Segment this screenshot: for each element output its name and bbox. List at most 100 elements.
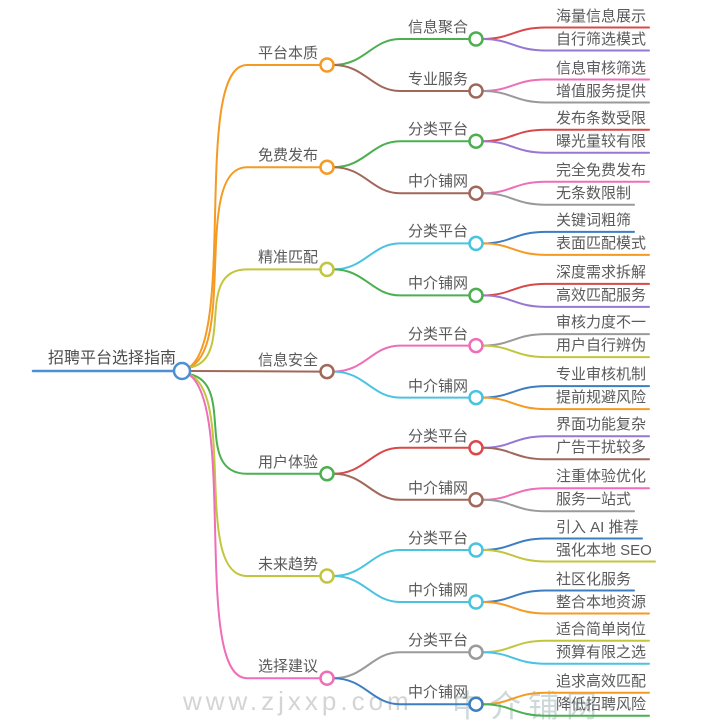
leaf-label[interactable]: 自行筛选模式 bbox=[556, 30, 647, 48]
sub-branch-label[interactable]: 分类平台 bbox=[408, 325, 469, 343]
sub-branch-label[interactable]: 中介铺网 bbox=[408, 377, 469, 395]
leaf-label[interactable]: 适合简单岗位 bbox=[556, 620, 647, 638]
leaf-label[interactable]: 专业审核机制 bbox=[556, 366, 647, 384]
leaf-label[interactable]: 注重体验优化 bbox=[556, 468, 647, 486]
node-circle[interactable] bbox=[319, 363, 335, 380]
leaf-label[interactable]: 广告干扰较多 bbox=[556, 439, 647, 457]
sub-branch-label[interactable]: 分类平台 bbox=[408, 427, 469, 445]
node-circle[interactable] bbox=[468, 235, 484, 252]
leaf-label[interactable]: 海量信息展示 bbox=[556, 7, 647, 25]
sub-branch-label[interactable]: 中介铺网 bbox=[408, 479, 469, 497]
leaf-label[interactable]: 界面功能复杂 bbox=[556, 416, 647, 434]
leaf-label[interactable]: 审核力度不一 bbox=[556, 314, 647, 332]
sub-branch-label[interactable]: 信息聚合 bbox=[408, 19, 469, 36]
sub-branch-line bbox=[332, 64, 471, 92]
leaf-label[interactable]: 高效匹配服务 bbox=[556, 286, 647, 304]
leaf-label[interactable]: 完全免费发布 bbox=[556, 161, 647, 179]
leaf-label[interactable]: 关键词粗筛 bbox=[556, 211, 632, 229]
sub-branch-label[interactable]: 中介铺网 bbox=[408, 275, 469, 293]
sub-branch-line bbox=[332, 446, 471, 475]
node-circle[interactable] bbox=[468, 133, 484, 149]
sub-branch-line bbox=[332, 166, 471, 195]
node-circle[interactable] bbox=[319, 261, 335, 278]
branch-label[interactable]: 信息安全 bbox=[258, 351, 319, 369]
branch-line bbox=[187, 268, 322, 369]
node-circle[interactable] bbox=[468, 337, 484, 354]
sub-branch-line bbox=[332, 549, 471, 577]
leaf-label[interactable]: 深度需求拆解 bbox=[556, 263, 647, 281]
node-circle[interactable] bbox=[468, 440, 484, 456]
node-circle[interactable] bbox=[319, 670, 335, 686]
leaf-label[interactable]: 整合本地资源 bbox=[556, 593, 647, 611]
node-circle[interactable] bbox=[319, 466, 335, 482]
sub-branch-label[interactable]: 中介铺网 bbox=[408, 582, 469, 599]
sub-branch-line bbox=[332, 268, 471, 297]
leaf-label[interactable]: 社区化服务 bbox=[556, 570, 632, 588]
root-node-label[interactable]: 招聘平台选择指南 bbox=[47, 350, 176, 367]
leaf-label[interactable]: 追求高效匹配 bbox=[556, 672, 647, 690]
node-circle[interactable] bbox=[468, 542, 484, 558]
leaf-label[interactable]: 曝光量较有限 bbox=[556, 132, 647, 150]
sub-branch-line bbox=[332, 472, 471, 501]
leaf-label[interactable]: 服务一站式 bbox=[556, 491, 632, 509]
node-circle[interactable] bbox=[468, 287, 484, 304]
branch-label[interactable]: 平台本质 bbox=[258, 45, 319, 62]
leaf-label[interactable]: 信息审核筛选 bbox=[556, 59, 647, 77]
leaf-underline bbox=[481, 703, 650, 717]
branch-label[interactable]: 选择建议 bbox=[258, 658, 319, 676]
branch-label[interactable]: 免费发布 bbox=[258, 147, 319, 165]
watermark-url: www.zjxxp.com bbox=[183, 686, 413, 716]
node-circle[interactable] bbox=[468, 492, 484, 508]
leaf-underline bbox=[481, 344, 650, 359]
sub-branch-line bbox=[332, 651, 471, 680]
leaf-label[interactable]: 引入 AI 推荐 bbox=[556, 518, 639, 536]
node-circle[interactable] bbox=[468, 594, 484, 610]
sub-branch-label[interactable]: 分类平台 bbox=[408, 530, 469, 547]
leaf-underline bbox=[481, 242, 650, 256]
node-circle[interactable] bbox=[468, 696, 484, 712]
leaf-label[interactable]: 提前规避风险 bbox=[556, 389, 647, 407]
leaf-underline bbox=[481, 140, 650, 154]
branch-label[interactable]: 精准匹配 bbox=[258, 249, 319, 267]
leaf-label[interactable]: 强化本地 SEO bbox=[556, 541, 652, 559]
sub-branch-line bbox=[332, 344, 471, 373]
leaf-label[interactable]: 降低招聘风险 bbox=[556, 695, 647, 713]
node-circle[interactable] bbox=[319, 568, 335, 584]
branch-label[interactable]: 用户体验 bbox=[258, 453, 319, 471]
node-circle[interactable] bbox=[468, 389, 484, 406]
leaf-label[interactable]: 表面匹配模式 bbox=[556, 234, 647, 252]
node-circle[interactable] bbox=[468, 185, 484, 201]
sub-branch-label[interactable]: 分类平台 bbox=[408, 121, 469, 139]
node-circle[interactable] bbox=[468, 644, 484, 660]
node-circle[interactable] bbox=[468, 31, 484, 47]
leaf-underline bbox=[481, 446, 650, 461]
node-circle[interactable] bbox=[319, 57, 335, 73]
sub-branch-label[interactable]: 专业服务 bbox=[408, 71, 469, 88]
sub-branch-line bbox=[332, 370, 471, 399]
sub-branch-label[interactable]: 中介铺网 bbox=[408, 173, 469, 191]
sub-branch-line bbox=[332, 575, 471, 603]
leaf-label[interactable]: 增值服务提供 bbox=[556, 82, 647, 100]
branch-line bbox=[187, 373, 322, 475]
sub-branch-line bbox=[332, 677, 471, 706]
sub-branch-label[interactable]: 分类平台 bbox=[408, 632, 469, 650]
leaf-label[interactable]: 发布条数受限 bbox=[556, 109, 647, 127]
leaf-underline bbox=[481, 549, 656, 563]
leaf-label[interactable]: 用户自行辨伪 bbox=[556, 337, 647, 355]
leaf-label[interactable]: 预算有限之选 bbox=[556, 643, 647, 661]
leaf-underline bbox=[481, 396, 650, 411]
branch-line bbox=[187, 373, 322, 577]
leaf-underline bbox=[481, 192, 635, 206]
branch-line bbox=[187, 373, 322, 680]
node-circle[interactable] bbox=[172, 361, 192, 381]
branch-label[interactable]: 未来趋势 bbox=[258, 556, 319, 573]
sub-branch-line bbox=[332, 38, 471, 66]
sub-branch-label[interactable]: 分类平台 bbox=[408, 223, 469, 241]
leaf-underline bbox=[481, 651, 650, 665]
node-circle[interactable] bbox=[468, 83, 484, 99]
branch-line bbox=[187, 166, 322, 369]
sub-branch-line bbox=[332, 242, 471, 271]
node-circle[interactable] bbox=[319, 159, 335, 175]
leaf-label[interactable]: 无条数限制 bbox=[556, 184, 632, 202]
sub-branch-label[interactable]: 中介铺网 bbox=[408, 684, 469, 702]
